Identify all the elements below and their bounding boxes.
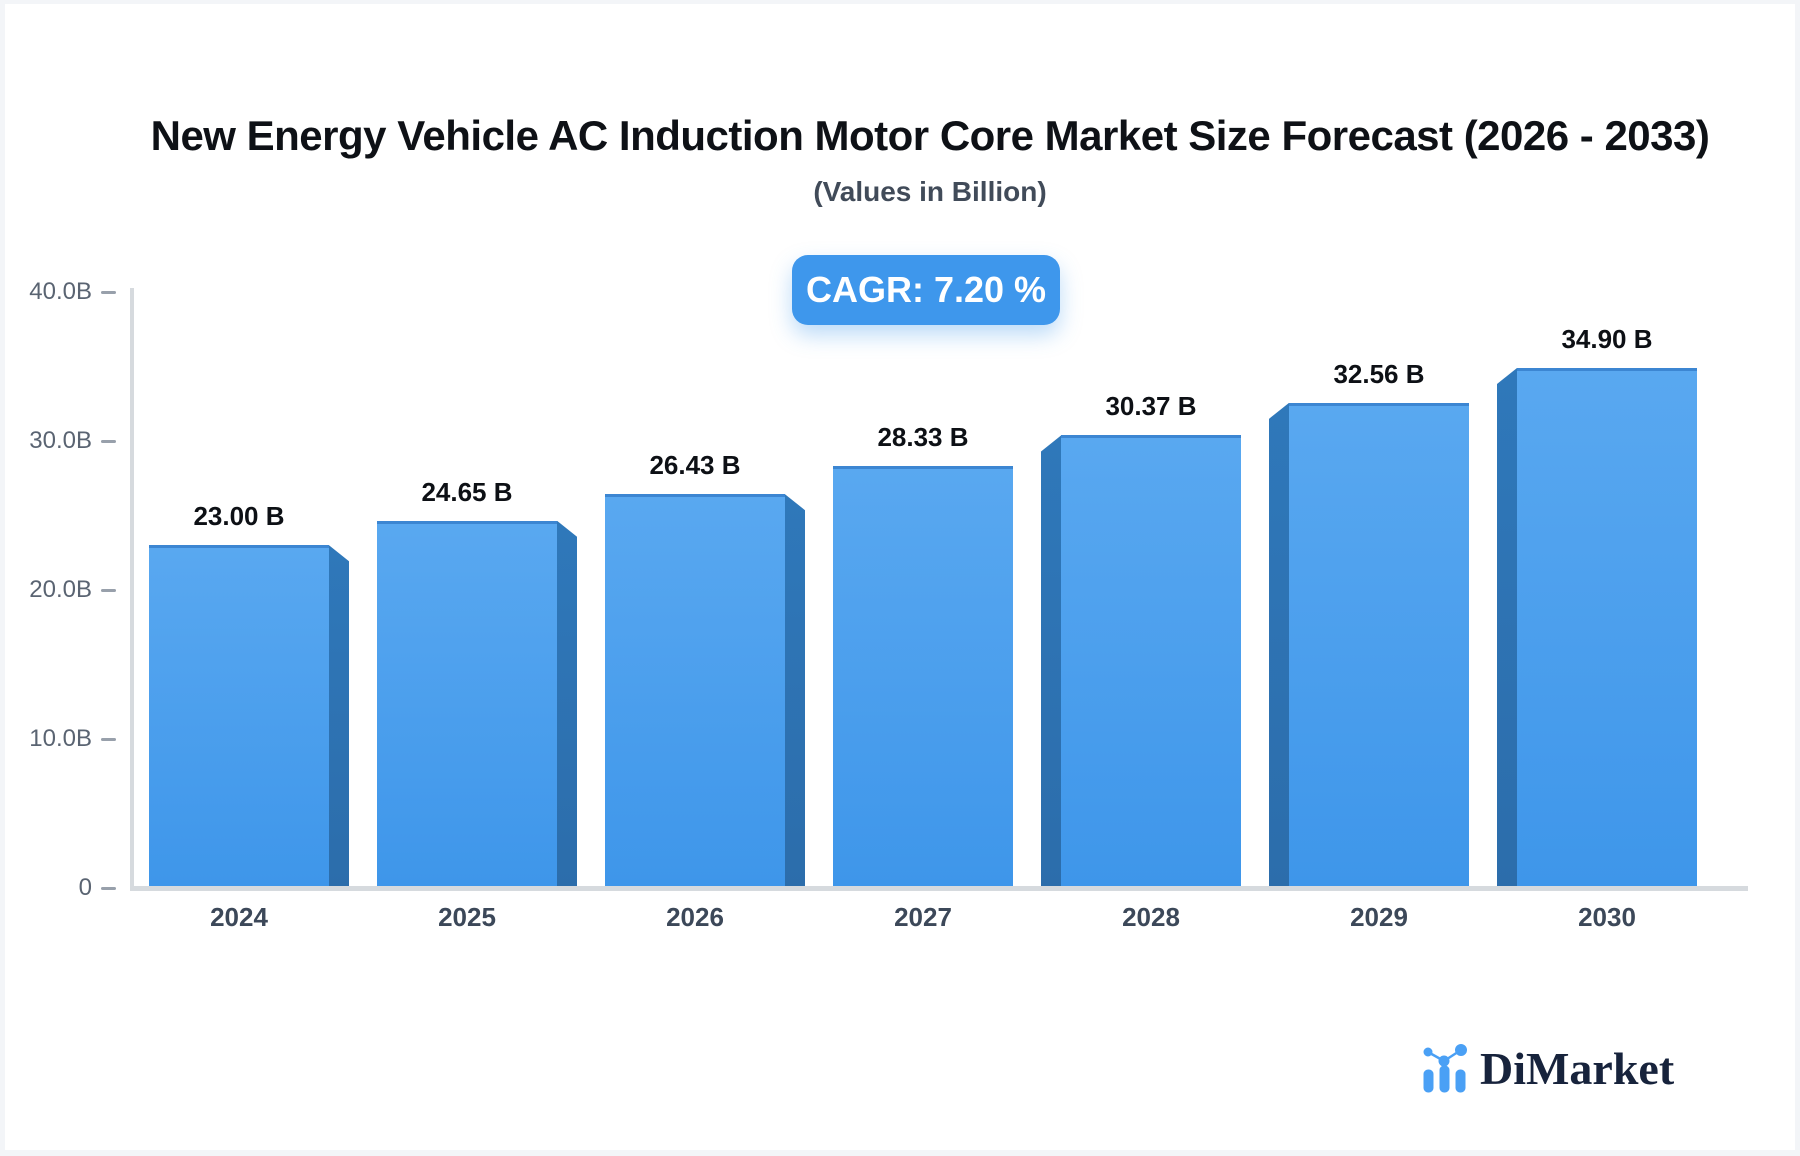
x-axis-label-2030: 2030 — [1578, 902, 1636, 932]
mini-bar-chart-icon — [1423, 1043, 1467, 1092]
bar-2025 — [377, 520, 557, 888]
dimarket-logo-text: DiMarket — [1480, 1043, 1675, 1094]
chart-subtitle: (Values in Billion) — [813, 176, 1047, 207]
bar-side-bevel — [1497, 367, 1517, 888]
bar-2026 — [605, 494, 785, 888]
x-axis-line — [130, 886, 1748, 891]
x-axis-label-2029: 2029 — [1350, 902, 1408, 932]
x-axis-label-2027: 2027 — [894, 902, 952, 932]
bar-value-label: 32.56 B — [1333, 358, 1425, 389]
cagr-badge: CAGR: 7.20 % — [792, 255, 1060, 325]
bar-side-bevel — [557, 520, 577, 888]
bar-side-bevel — [785, 494, 805, 888]
y-axis-tick-label: 0 — [78, 874, 92, 901]
bar-side-bevel — [329, 545, 349, 888]
bar-value-label: 24.65 B — [421, 476, 513, 507]
x-axis-label-2025: 2025 — [438, 902, 496, 932]
y-axis-line — [130, 288, 134, 890]
y-axis-tick — [101, 290, 116, 294]
bar-value-label: 34.90 B — [1561, 323, 1653, 354]
bar-value-label: 30.37 B — [1105, 391, 1197, 422]
y-axis-tick — [101, 439, 116, 443]
x-axis-label-2028: 2028 — [1122, 902, 1180, 932]
x-axis-label-2024: 2024 — [210, 902, 268, 932]
bar-side-bevel — [1041, 435, 1061, 888]
y-axis-tick — [101, 737, 116, 741]
bar-2027 — [833, 465, 1013, 888]
chart-title: New Energy Vehicle AC Induction Motor Co… — [150, 112, 1710, 159]
y-axis-tick-label: 30.0B — [29, 427, 92, 454]
y-axis-tick-label: 20.0B — [29, 576, 92, 603]
bar-2024 — [149, 545, 329, 888]
bar-value-label: 28.33 B — [877, 421, 969, 452]
bar-side-bevel — [1269, 402, 1289, 888]
y-axis-tick — [101, 588, 116, 592]
bar-value-label: 26.43 B — [649, 450, 741, 481]
y-axis-tick — [101, 886, 116, 890]
y-axis-tick-label: 40.0B — [29, 278, 92, 305]
bar-value-label: 23.00 B — [193, 501, 285, 532]
y-axis-tick-label: 10.0B — [29, 725, 92, 752]
bar-2029 — [1289, 402, 1469, 888]
bar-2028 — [1061, 435, 1241, 888]
bar-2030 — [1517, 367, 1697, 888]
dimarket-logo: DiMarket — [1422, 1042, 1674, 1095]
x-axis-label-2026: 2026 — [666, 902, 724, 932]
